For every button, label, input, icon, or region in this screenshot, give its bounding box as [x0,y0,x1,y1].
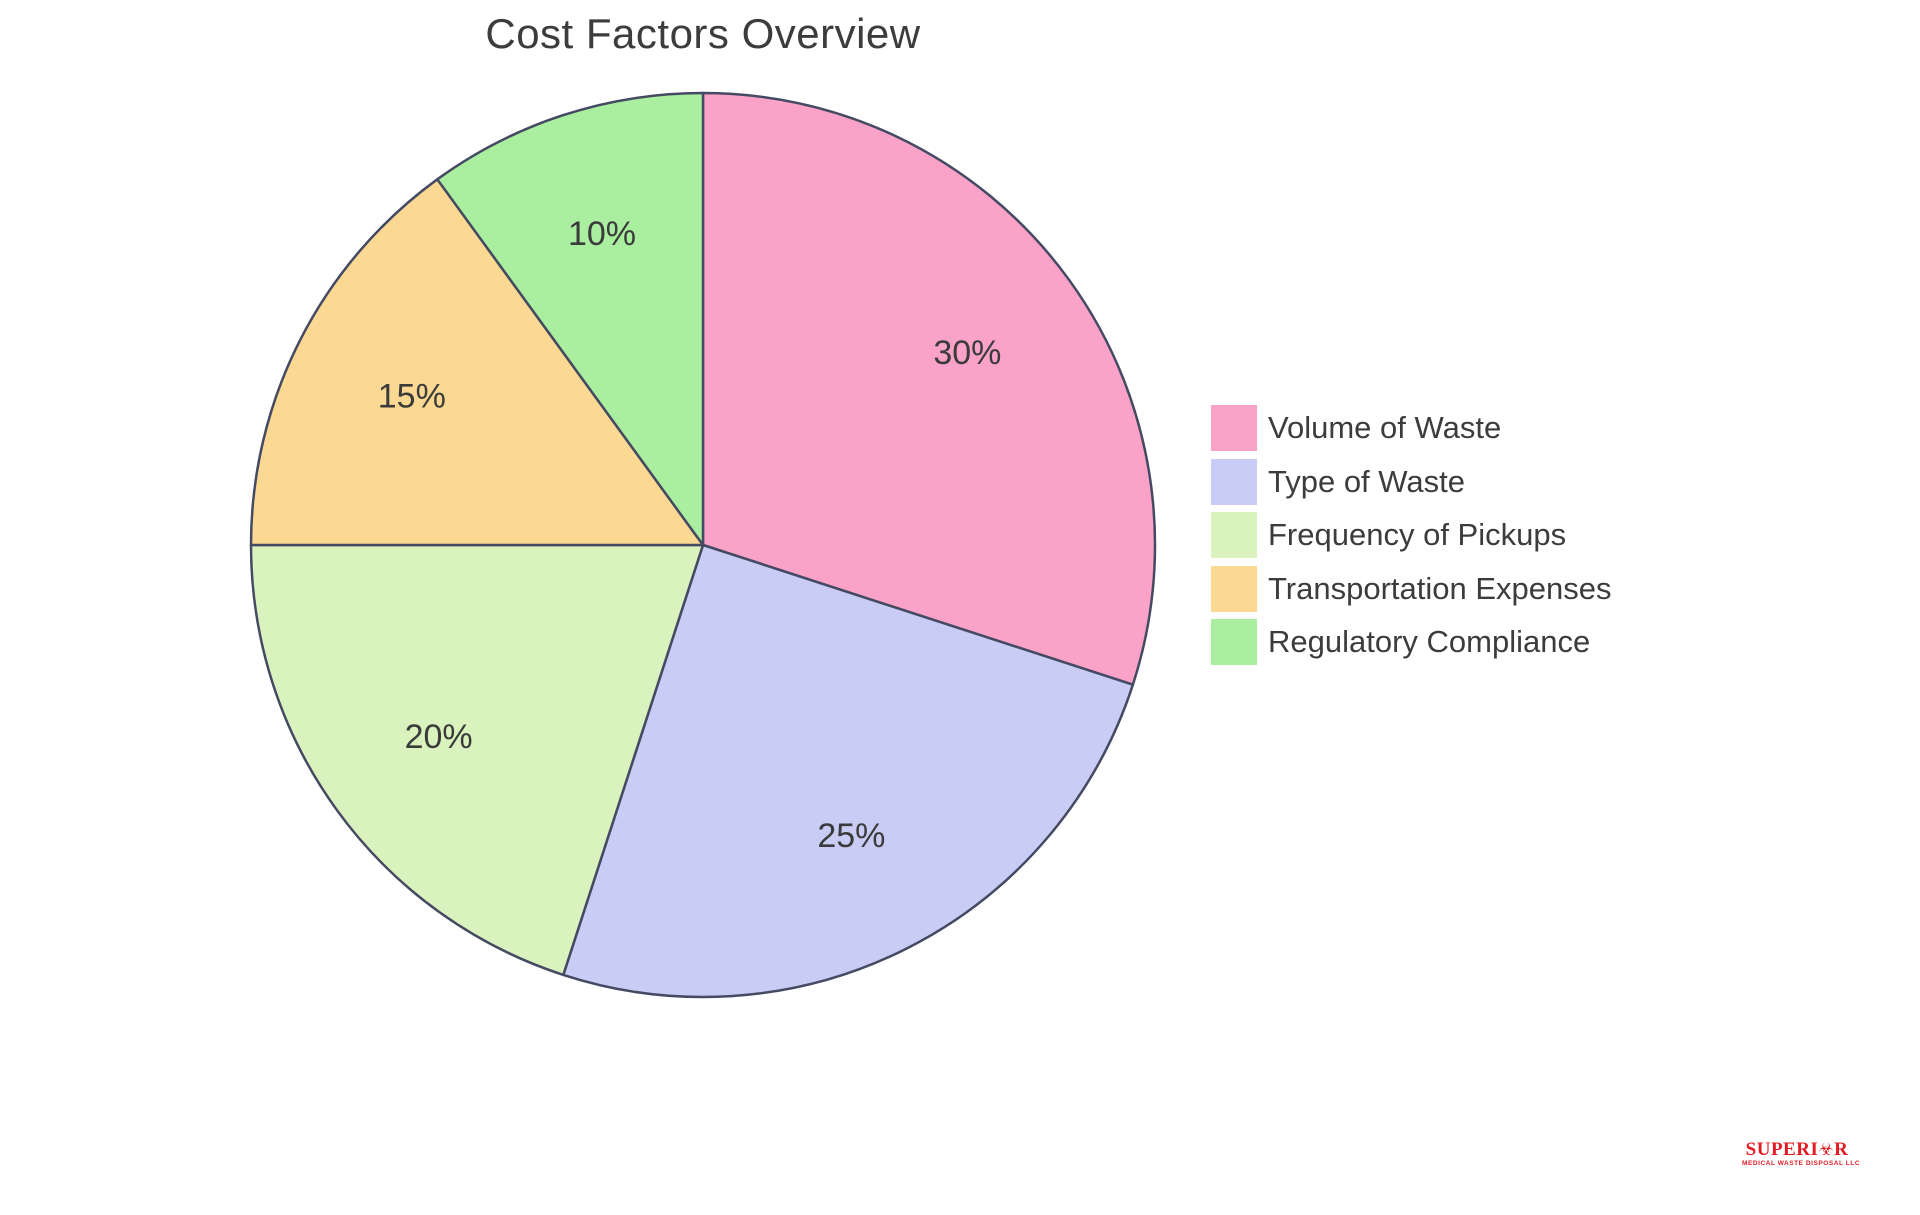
legend-swatch-volume-of-waste [1211,405,1257,451]
chart-title: Cost Factors Overview [485,10,921,57]
pie-slice-transportation-expenses[interactable] [249,178,705,547]
pie-slice-volume-of-waste[interactable] [701,91,1157,686]
legend-item-volume-of-waste[interactable]: Volume of Waste [1211,405,1611,451]
pie-percent-label-type-of-waste: 25% [817,817,885,855]
legend-item-regulatory-compliance[interactable]: Regulatory Compliance [1211,619,1611,665]
pie-percent-label-regulatory-compliance: 10% [568,215,636,253]
logo-brand-suffix: R [1834,1139,1849,1160]
legend-swatch-regulatory-compliance [1211,619,1257,665]
legend-label: Volume of Waste [1268,410,1502,445]
legend-label: Regulatory Compliance [1268,624,1591,659]
legend-swatch-type-of-waste [1211,458,1257,505]
pie-percent-label-volume-of-waste: 30% [933,334,1001,372]
legend-item-transportation-expenses[interactable]: Transportation Expenses [1211,565,1612,612]
legend: Volume of Waste Type of Waste Frequency of… [1211,405,1611,665]
pie-chart: 30% 25% 20% 15% 10% [249,91,1157,999]
biohazard-icon: ☣ [1818,1140,1835,1160]
pie-slice-type-of-waste[interactable] [562,543,1135,999]
pie-percent-label-frequency-of-pickups: 20% [405,718,473,756]
legend-label: Type of Waste [1268,463,1465,499]
logo-brand-text: SUPERI☣R [1742,1140,1852,1159]
legend-swatch-frequency-of-pickups [1211,512,1257,558]
pie-slice-regulatory-compliance[interactable] [436,91,705,547]
legend-label: Transportation Expenses [1268,570,1612,606]
legend-item-frequency-of-pickups[interactable]: Frequency of Pickups [1211,512,1611,558]
logo-brand-prefix: SUPERI [1745,1139,1819,1160]
legend-label: Frequency of Pickups [1268,517,1567,552]
legend-item-type-of-waste[interactable]: Type of Waste [1211,458,1611,505]
watermark-logo: SUPERI☣R MEDICAL WASTE DISPOSAL LLC [1742,1140,1861,1168]
logo-tagline: MEDICAL WASTE DISPOSAL LLC [1742,1160,1861,1167]
pie-percent-label-transportation-expenses: 15% [378,378,446,416]
legend-swatch-transportation-expenses [1211,565,1257,612]
pie-slice-frequency-of-pickups[interactable] [249,543,705,977]
